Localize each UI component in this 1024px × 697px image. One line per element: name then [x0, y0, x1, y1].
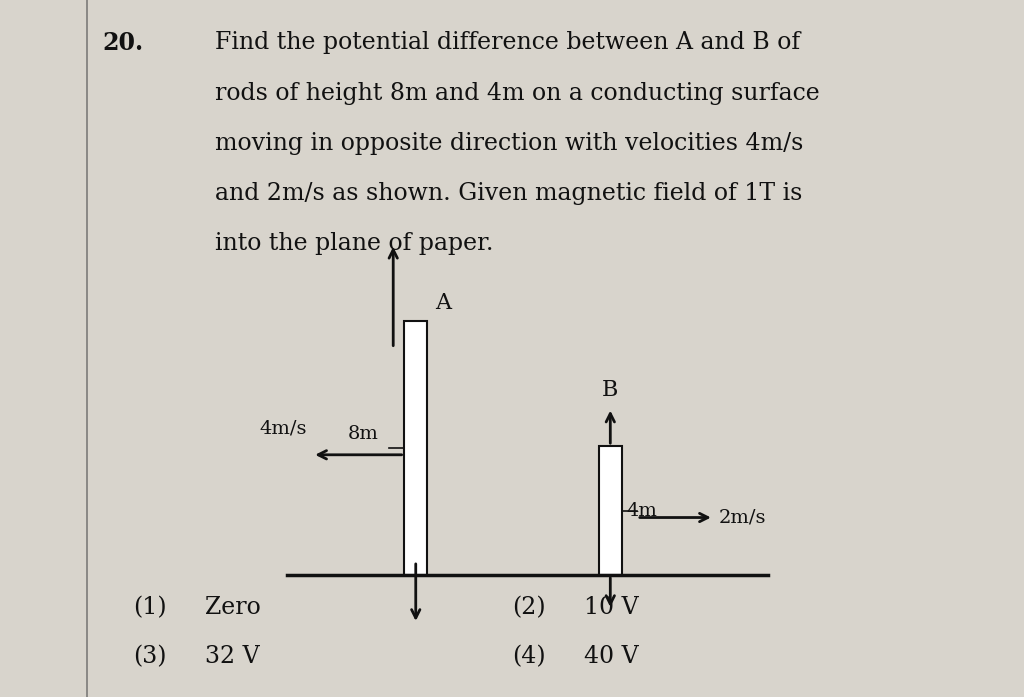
Text: (3): (3)	[133, 645, 167, 668]
Text: 32 V: 32 V	[205, 645, 259, 668]
Text: Find the potential difference between A and B of: Find the potential difference between A …	[215, 31, 800, 54]
Text: (1): (1)	[133, 596, 167, 619]
Text: rods of height 8m and 4m on a conducting surface: rods of height 8m and 4m on a conducting…	[215, 82, 820, 105]
Text: moving in opposite direction with velocities 4m/s: moving in opposite direction with veloci…	[215, 132, 804, 155]
Text: A: A	[435, 291, 452, 314]
Bar	[404, 321, 427, 575]
Text: B: B	[602, 378, 618, 401]
Text: Zero: Zero	[205, 596, 260, 619]
Text: 10 V: 10 V	[584, 596, 638, 619]
Text: (2): (2)	[512, 596, 546, 619]
Text: 4m/s: 4m/s	[260, 420, 307, 438]
Text: and 2m/s as shown. Given magnetic field of 1T is: and 2m/s as shown. Given magnetic field …	[215, 182, 803, 205]
Bar	[599, 446, 622, 575]
Text: into the plane of paper.: into the plane of paper.	[215, 232, 494, 255]
Text: 2m/s: 2m/s	[719, 509, 766, 526]
Text: 20.: 20.	[102, 31, 143, 55]
Text: 8m: 8m	[348, 425, 379, 443]
Text: 40 V: 40 V	[584, 645, 638, 668]
Text: (4): (4)	[512, 645, 546, 668]
Text: 4m: 4m	[627, 502, 657, 519]
